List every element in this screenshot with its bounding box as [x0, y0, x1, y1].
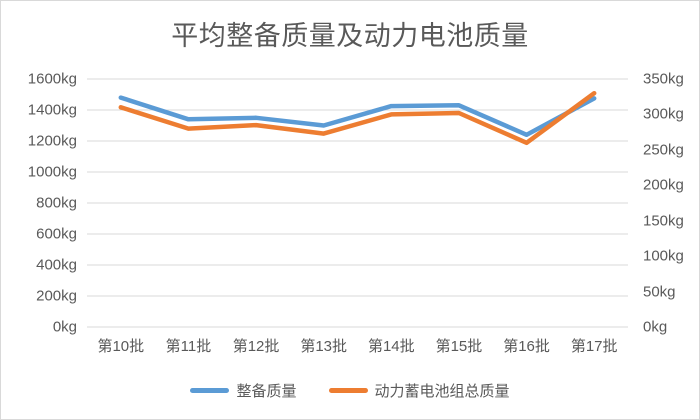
left-axis-tick-label: 200kg [36, 287, 77, 305]
left-axis-tick-label: 1400kg [27, 101, 77, 119]
left-axis-tick-label: 400kg [36, 256, 77, 274]
right-axis-tick-label: 200kg [643, 176, 684, 194]
legend-label: 整备质量 [236, 383, 297, 400]
right-axis-tick-label: 350kg [643, 70, 684, 88]
legend-line-swatch [328, 388, 368, 393]
right-axis-tick-label: 300kg [643, 105, 684, 123]
legend: 整备质量 动力蓄电池组总质量 [1, 380, 699, 401]
legend-item-2: 动力蓄电池组总质量 [328, 380, 510, 401]
x-axis-category-label: 第13批 [300, 338, 348, 355]
right-axis-tick-label: 100kg [643, 247, 684, 265]
left-axis-tick-label: 1200kg [27, 132, 77, 150]
x-axis-category-label: 第12批 [232, 338, 280, 355]
x-axis-category-label: 第17批 [570, 338, 618, 355]
x-axis-category-label: 第15批 [435, 338, 483, 355]
right-axis-tick-label: 50kg [643, 283, 676, 301]
left-axis-tick-label: 600kg [36, 225, 77, 243]
left-axis-tick-label: 0kg [52, 318, 77, 336]
right-axis-tick-label: 150kg [643, 212, 684, 230]
x-axis-category-label: 第16批 [503, 338, 550, 355]
x-axis-category-label: 第11批 [165, 338, 212, 355]
legend-label: 动力蓄电池组总质量 [374, 383, 510, 400]
x-axis-category-label: 第10批 [97, 338, 145, 355]
plot-svg [87, 78, 628, 328]
plot-area [87, 78, 628, 328]
chart-title: 平均整备质量及动力电池质量 [171, 21, 529, 51]
left-axis-tick-label: 1600kg [27, 70, 77, 88]
legend-item-1: 整备质量 [190, 380, 297, 401]
left-axis-tick-label: 800kg [36, 194, 77, 212]
series-line-2 [118, 90, 597, 146]
legend-line-swatch [190, 388, 230, 393]
right-axis-tick-label: 250kg [643, 141, 684, 159]
left-axis-tick-label: 1000kg [27, 163, 77, 181]
series-line-1 [118, 95, 597, 138]
x-axis-category-label: 第14批 [367, 338, 415, 355]
right-axis-tick-label: 0kg [643, 318, 668, 336]
